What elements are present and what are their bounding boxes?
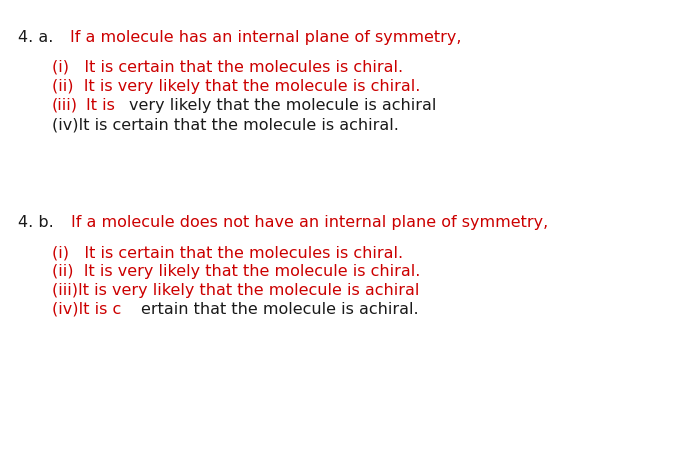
Text: (ii)  It is very likely that the molecule is chiral.: (ii) It is very likely that the molecule… bbox=[52, 79, 421, 94]
Text: (iii): (iii) bbox=[52, 98, 78, 113]
Text: (ii)  It is very likely that the molecule is chiral.: (ii) It is very likely that the molecule… bbox=[52, 264, 421, 279]
Text: It is: It is bbox=[85, 98, 120, 113]
Text: ertain that the molecule is achiral.: ertain that the molecule is achiral. bbox=[141, 302, 419, 317]
Text: (iv)It is c: (iv)It is c bbox=[52, 302, 121, 317]
Text: (iv)It is certain that the molecule is achiral.: (iv)It is certain that the molecule is a… bbox=[52, 117, 399, 132]
Text: very likely that the molecule is achiral: very likely that the molecule is achiral bbox=[130, 98, 437, 113]
Text: 4. a.: 4. a. bbox=[18, 30, 59, 45]
Text: If a molecule does not have an internal plane of symmetry,: If a molecule does not have an internal … bbox=[71, 215, 548, 230]
Text: (i)   It is certain that the molecules is chiral.: (i) It is certain that the molecules is … bbox=[52, 60, 403, 75]
Text: (i)   It is certain that the molecules is chiral.: (i) It is certain that the molecules is … bbox=[52, 245, 403, 260]
Text: If a molecule has an internal plane of symmetry,: If a molecule has an internal plane of s… bbox=[70, 30, 462, 45]
Text: (iii)It is very likely that the molecule is achiral: (iii)It is very likely that the molecule… bbox=[52, 283, 419, 298]
Text: 4. b.: 4. b. bbox=[18, 215, 59, 230]
